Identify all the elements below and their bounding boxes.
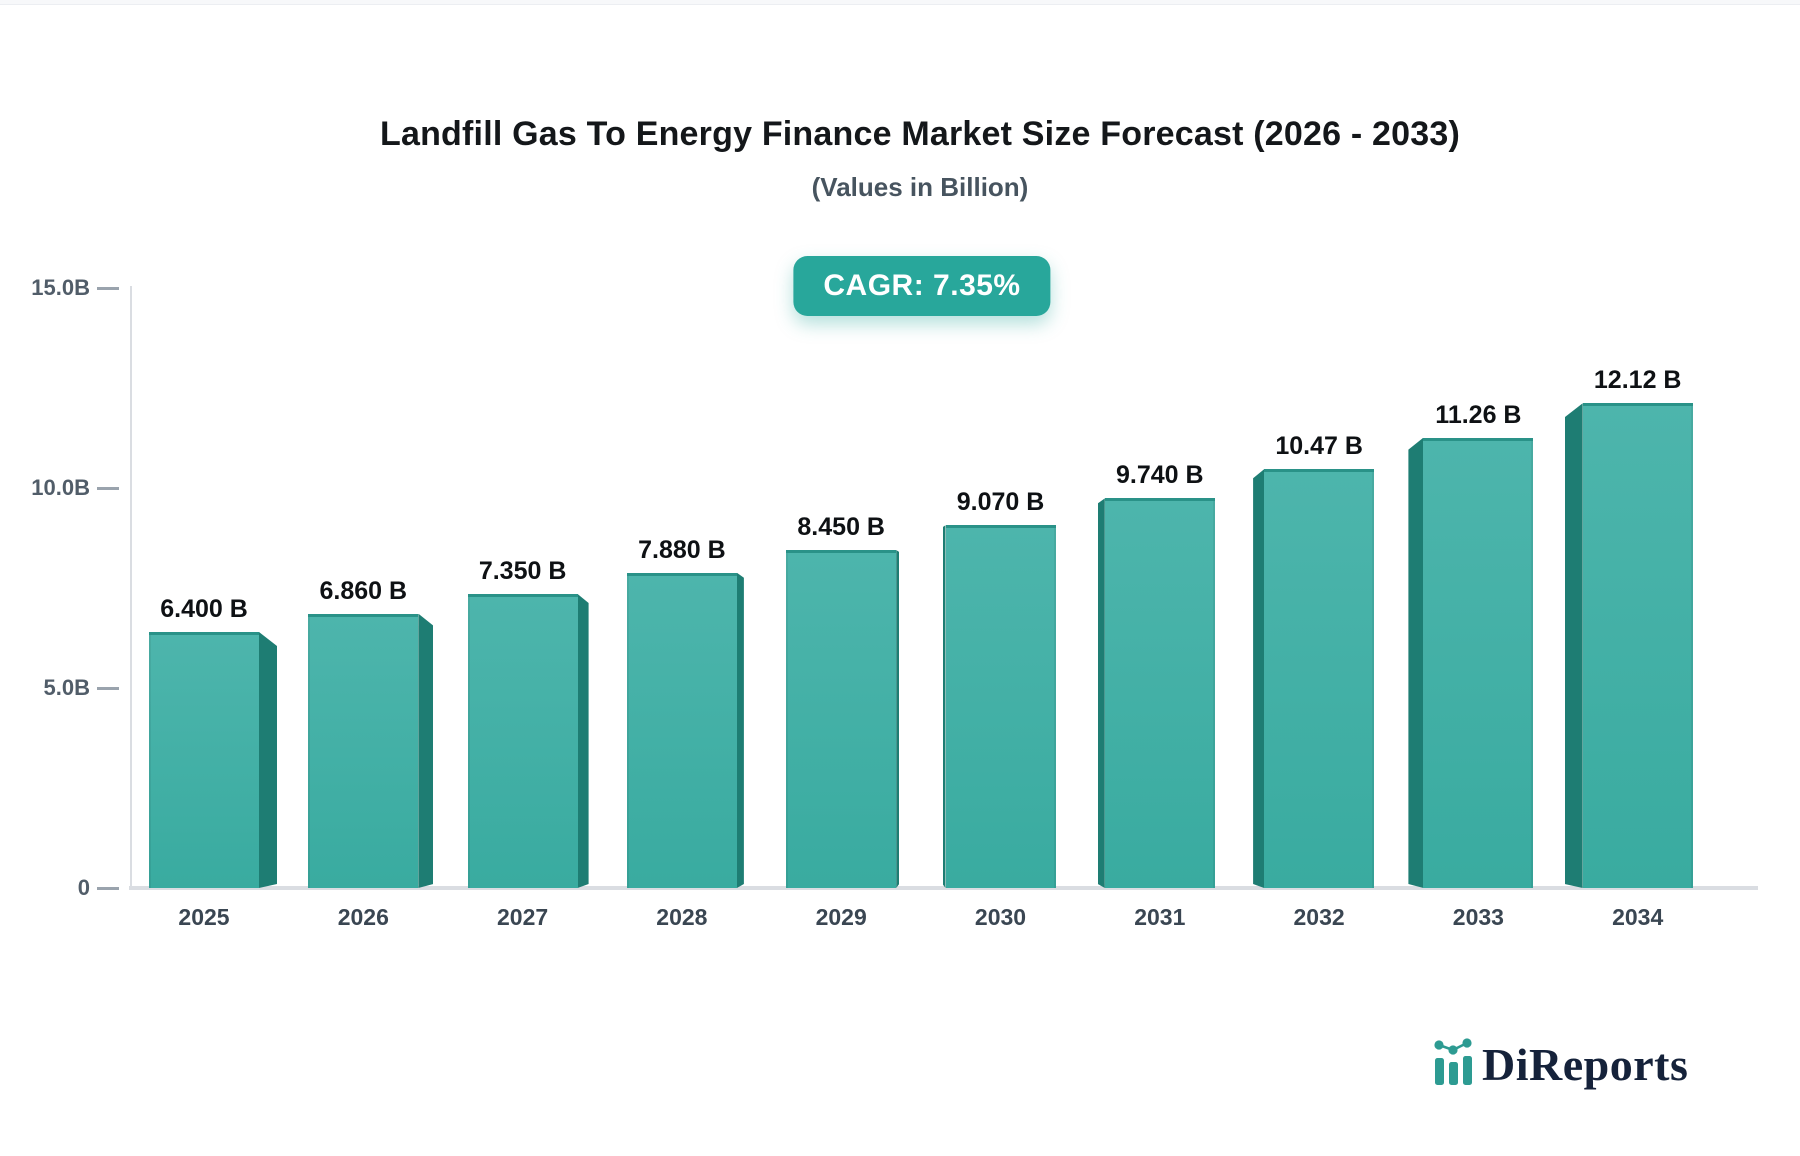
direports-logo-icon	[1434, 1038, 1472, 1085]
x-tick-label: 2034	[1612, 904, 1664, 930]
y-tick-mark	[97, 287, 119, 290]
y-tick-label: 0	[77, 875, 90, 900]
y-tick-mark	[97, 687, 119, 690]
x-tick-label: 2027	[497, 904, 549, 930]
chart-title: Landfill Gas To Energy Finance Market Si…	[380, 115, 1460, 153]
bar-2034	[1582, 403, 1693, 888]
bar-value-label: 11.26 B	[1435, 400, 1522, 429]
bar-value-label: 9.070 B	[956, 488, 1045, 517]
x-tick-label: 2025	[178, 904, 230, 930]
cagr-badge: CAGR: 7.35%	[793, 256, 1051, 316]
bar-value-label: 6.860 B	[319, 576, 408, 605]
y-tick-label: 10.0B	[31, 475, 90, 500]
y-axis-line	[130, 286, 132, 890]
bar-2034-side	[1565, 403, 1583, 888]
bar-2033-side	[1408, 438, 1423, 888]
bar-2027-side	[578, 594, 589, 888]
x-tick-label: 2030	[974, 904, 1027, 930]
bar-2028	[626, 572, 737, 888]
x-tick-label: 2033	[1452, 904, 1504, 930]
y-tick-mark	[97, 487, 119, 490]
direports-logo-text: DiReports	[1482, 1039, 1689, 1090]
chart-subtitle: (Values in Billion)	[811, 172, 1029, 202]
direports-logo: DiReports	[1433, 1028, 1688, 1092]
y-tick-label: 5.0B	[43, 675, 90, 700]
bar-2027	[467, 594, 578, 888]
x-tick-label: 2029	[815, 904, 867, 930]
bar-value-label: 7.880 B	[638, 535, 726, 564]
bar-2030-side	[943, 525, 946, 888]
y-tick-mark	[97, 887, 119, 890]
top-divider	[0, 0, 1800, 5]
bar-2029-side	[896, 550, 899, 888]
bar-value-label: 6.400 B	[160, 595, 248, 623]
bar-2031	[1104, 498, 1215, 888]
bar-2032-side	[1253, 469, 1264, 888]
y-tick-label: 15.0B	[31, 275, 90, 300]
bar-2026	[308, 613, 419, 888]
x-axis-line	[129, 886, 1758, 890]
bar-value-label: 9.740 B	[1116, 461, 1204, 490]
bar-2031-side	[1098, 498, 1105, 888]
x-tick-label: 2026	[337, 904, 389, 930]
bar-value-label: 10.47 B	[1275, 432, 1363, 461]
bar-2025	[149, 632, 259, 888]
bar-2029	[786, 550, 897, 888]
bar-2032	[1264, 469, 1375, 888]
bar-2033	[1423, 437, 1534, 888]
bar-2030	[945, 525, 1056, 888]
bar-value-label: 8.450 B	[797, 513, 885, 541]
x-tick-label: 2032	[1293, 904, 1345, 930]
bar-2028-side	[737, 573, 744, 888]
bar-2025-side	[259, 632, 277, 888]
bar-2026-side	[418, 614, 433, 888]
x-tick-label: 2028	[656, 904, 708, 930]
bar-value-label: 7.350 B	[478, 557, 567, 585]
x-tick-label: 2031	[1134, 904, 1186, 930]
bar-value-label: 12.12 B	[1593, 366, 1682, 395]
